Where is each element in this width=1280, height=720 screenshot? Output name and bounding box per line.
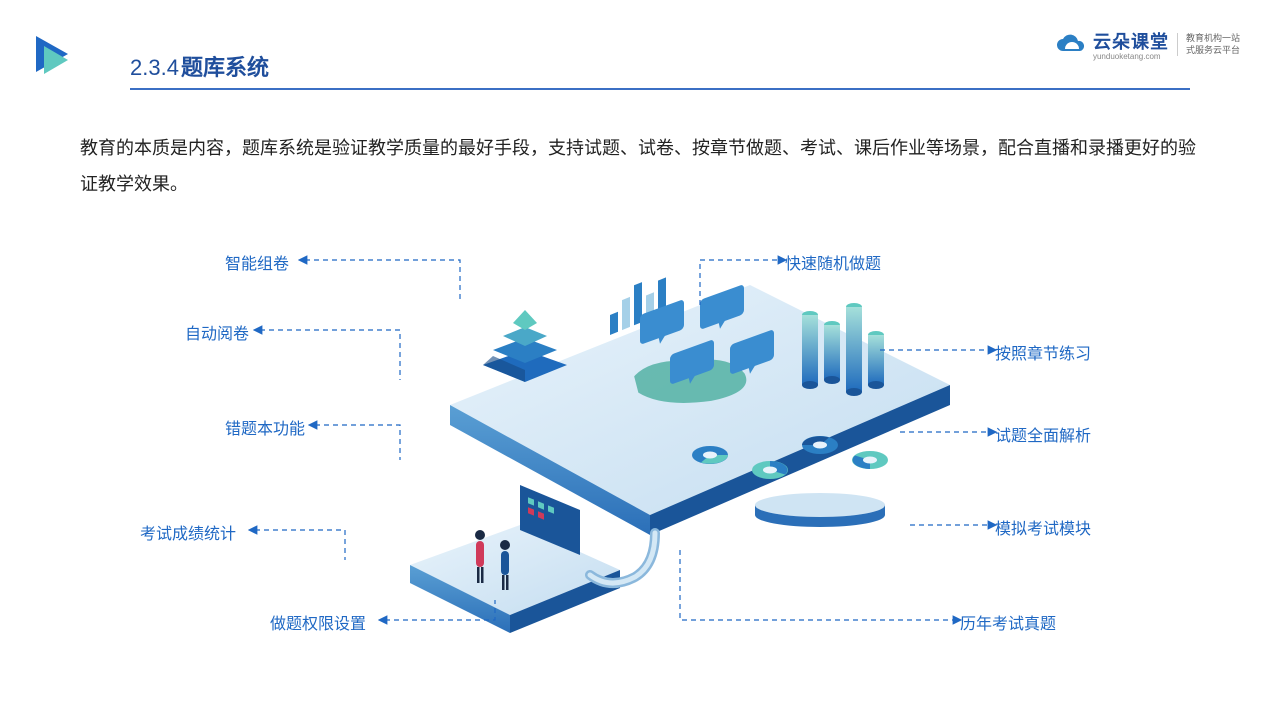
feature-mock-exam: 模拟考试模块	[995, 515, 1091, 539]
feature-auto-grade: 自动阅卷	[185, 320, 249, 344]
feature-score-stats: 考试成绩统计	[140, 520, 236, 544]
description-text: 教育的本质是内容，题库系统是验证教学质量的最好手段，支持试题、试卷、按章节做题、…	[80, 130, 1200, 202]
feature-chapter-practice: 按照章节练习	[995, 340, 1091, 364]
brand-domain: yunduoketang.com	[1093, 52, 1169, 61]
feature-past-papers: 历年考试真题	[960, 610, 1056, 634]
brand-logo: 云朵课堂 yunduoketang.com 教育机构一站 式服务云平台	[1055, 28, 1240, 61]
corner-play-icon	[30, 30, 78, 83]
feature-full-analysis: 试题全面解析	[995, 422, 1091, 446]
title-text: 题库系统	[181, 55, 269, 80]
feature-permission: 做题权限设置	[270, 610, 366, 634]
brand-name: 云朵课堂	[1093, 28, 1169, 54]
feature-quick-random: 快速随机做题	[785, 250, 881, 274]
feature-mistake-book: 错题本功能	[225, 415, 305, 439]
leader-lines	[140, 240, 1140, 670]
brand-tagline: 教育机构一站 式服务云平台	[1177, 33, 1240, 56]
title-underline	[130, 88, 1190, 90]
section-number: 2.3.4	[130, 55, 179, 80]
feature-smart-compose: 智能组卷	[225, 250, 289, 274]
feature-diagram: 智能组卷 自动阅卷 错题本功能 考试成绩统计 做题权限设置 快速随机做题 按照章…	[140, 240, 1140, 670]
cloud-icon	[1055, 33, 1085, 57]
